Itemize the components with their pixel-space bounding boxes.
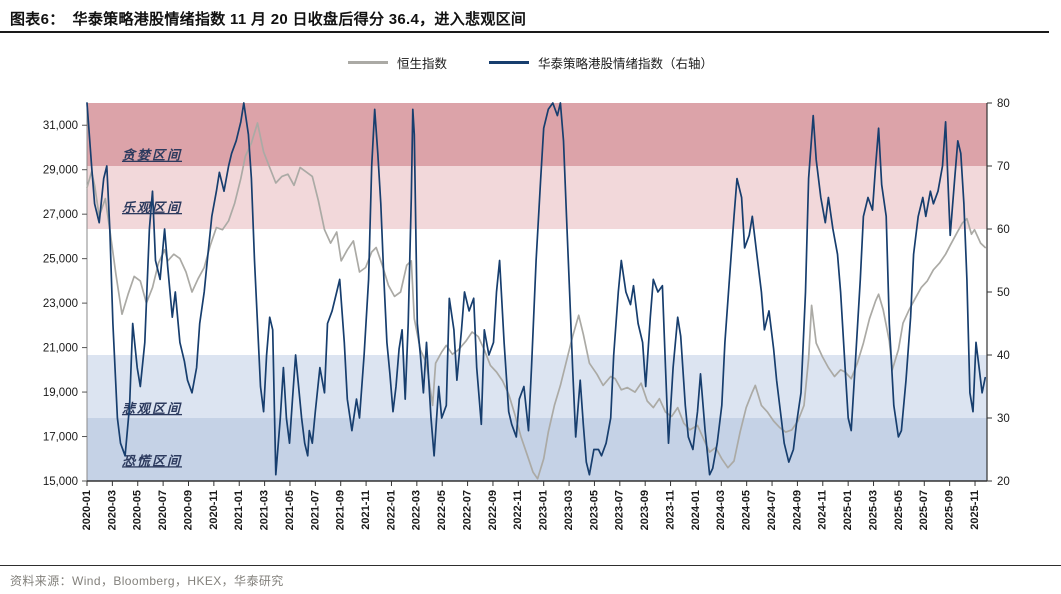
x-tick-label-19: 2023-03 xyxy=(563,490,575,530)
right-tick-label-1: 30 xyxy=(997,413,1010,425)
x-tick-label-3: 2020-07 xyxy=(157,490,169,530)
zone-label-2: 悲观区间 xyxy=(122,401,182,416)
x-tick-label-20: 2023-05 xyxy=(588,490,600,530)
left-tick-label-6: 27,000 xyxy=(43,209,78,221)
x-tick-label-7: 2021-03 xyxy=(259,490,271,530)
right-tick-label-5: 70 xyxy=(997,161,1010,173)
x-tick-label-13: 2022-03 xyxy=(411,490,423,530)
source-note: 资料来源：Wind，Bloomberg，HKEX，华泰研究 xyxy=(10,574,284,588)
right-tick-label-4: 60 xyxy=(997,224,1010,236)
x-tick-label-22: 2023-09 xyxy=(639,490,651,530)
left-tick-label-7: 29,000 xyxy=(43,165,78,177)
hsi-line-swatch-icon xyxy=(347,61,388,64)
right-tick-label-6: 80 xyxy=(997,98,1010,110)
zone-label-0: 贪婪区间 xyxy=(122,148,182,163)
x-tick-label-12: 2022-01 xyxy=(385,490,397,530)
x-tick-label-18: 2023-01 xyxy=(538,490,550,530)
x-tick-label-35: 2025-11 xyxy=(969,490,981,530)
x-tick-label-31: 2025-03 xyxy=(867,490,879,530)
x-tick-label-11: 2021-11 xyxy=(360,490,372,530)
title-divider xyxy=(0,31,1049,33)
zone-label-3: 恐慌区间 xyxy=(122,453,182,468)
x-tick-label-27: 2024-07 xyxy=(766,490,778,530)
x-tick-label-6: 2021-01 xyxy=(233,490,245,530)
left-tick-label-3: 21,000 xyxy=(43,343,78,355)
x-tick-label-30: 2025-01 xyxy=(842,490,854,530)
x-tick-label-16: 2022-09 xyxy=(487,490,499,530)
x-tick-label-4: 2020-09 xyxy=(182,490,194,530)
figure-title: 图表6： 华泰策略港股情绪指数 11 月 20 日收盘后得分 36.4，进入悲观区… xyxy=(10,8,526,29)
x-tick-label-14: 2022-05 xyxy=(436,490,448,530)
right-tick-label-3: 50 xyxy=(997,287,1010,299)
zone-band-3 xyxy=(87,418,987,481)
legend-item-hsi: 恒生指数 xyxy=(347,53,447,72)
left-tick-label-4: 23,000 xyxy=(43,298,78,310)
zone-band-1 xyxy=(87,166,987,229)
x-tick-label-9: 2021-07 xyxy=(309,490,321,530)
zone-band-2 xyxy=(87,355,987,418)
zone-band-0 xyxy=(87,103,987,166)
x-tick-label-21: 2023-07 xyxy=(614,490,626,530)
left-tick-label-8: 31,000 xyxy=(43,120,78,132)
legend-label-hsi: 恒生指数 xyxy=(396,57,447,71)
x-tick-label-10: 2021-09 xyxy=(335,490,347,530)
left-tick-label-5: 25,000 xyxy=(43,254,78,266)
x-tick-label-0: 2020-01 xyxy=(81,490,93,530)
x-tick-label-34: 2025-09 xyxy=(944,490,956,530)
footer-divider xyxy=(0,565,1061,566)
left-tick-label-2: 19,000 xyxy=(43,387,78,399)
right-tick-label-2: 40 xyxy=(997,350,1010,362)
x-tick-label-15: 2022-07 xyxy=(461,490,473,530)
x-tick-label-24: 2024-01 xyxy=(690,490,702,530)
chart-legend: 恒生指数 华泰策略港股情绪指数（右轴） xyxy=(0,53,1061,72)
x-tick-label-33: 2025-07 xyxy=(918,490,930,530)
x-tick-label-26: 2024-05 xyxy=(741,490,753,530)
sentiment-line xyxy=(86,102,987,476)
x-tick-label-23: 2023-11 xyxy=(664,490,676,530)
x-tick-label-1: 2020-03 xyxy=(106,490,118,530)
sentiment-line-swatch-icon xyxy=(489,61,529,64)
x-tick-label-25: 2024-03 xyxy=(715,490,727,530)
left-tick-label-1: 17,000 xyxy=(43,432,78,444)
figure-title-text: 华泰策略港股情绪指数 11 月 20 日收盘后得分 36.4，进入悲观区间 xyxy=(72,11,527,28)
x-tick-label-28: 2024-09 xyxy=(791,490,803,530)
x-tick-label-29: 2024-11 xyxy=(817,490,829,530)
x-tick-label-8: 2021-05 xyxy=(284,490,296,530)
figure-label: 图表6： xyxy=(10,11,65,28)
x-tick-label-2: 2020-05 xyxy=(132,490,144,530)
legend-label-sentiment: 华泰策略港股情绪指数（右轴） xyxy=(538,57,714,71)
x-tick-label-5: 2020-11 xyxy=(208,490,220,530)
right-tick-label-0: 20 xyxy=(997,476,1010,488)
x-tick-label-32: 2025-05 xyxy=(893,490,905,530)
legend-item-sentiment: 华泰策略港股情绪指数（右轴） xyxy=(489,53,713,72)
x-tick-label-17: 2022-11 xyxy=(512,490,524,530)
left-tick-label-0: 15,000 xyxy=(43,476,78,488)
